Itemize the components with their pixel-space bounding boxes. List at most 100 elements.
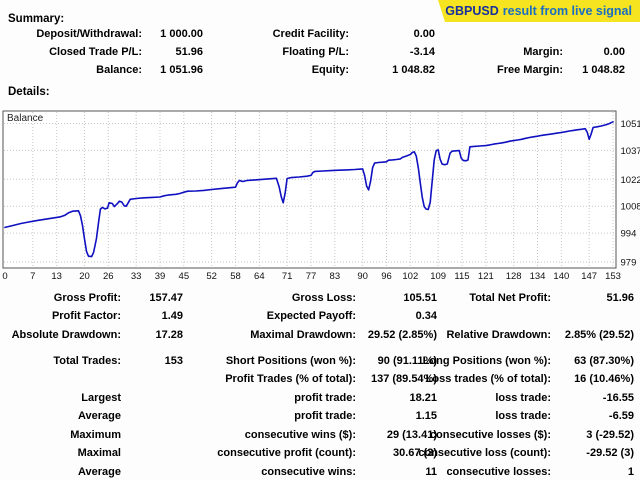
chart-legend-balance: Balance (7, 113, 44, 124)
stat-label: profit trade: (294, 410, 356, 422)
x-axis-tick-label: 52 (206, 271, 217, 282)
stat-label: Relative Drawdown: (446, 329, 551, 341)
summary-value: 51.96 (175, 46, 203, 58)
stat-label: consecutive profit (count): (217, 447, 356, 459)
stat-label: Profit Trades (% of total): (225, 373, 356, 385)
stat-value: 29 (13.41) (386, 429, 437, 441)
x-axis-tick-label: 96 (381, 271, 392, 282)
x-axis-tick-label: 102 (402, 271, 418, 282)
stat-value: 90 (91.11%) (377, 355, 437, 367)
stat-value: 1.15 (415, 410, 437, 422)
stat-value: 51.96 (606, 292, 634, 304)
stat-value: 1.49 (161, 310, 183, 322)
stat-value: 18.21 (409, 392, 437, 404)
x-axis-tick-label: 7 (30, 271, 35, 282)
stat-value: -6.59 (608, 410, 634, 422)
balance-chart: 1051 1037 1022 1008 994 979 0 7 13 20 26 33 39 45 52 58… (2, 110, 640, 282)
x-axis-tick-label: 20 (79, 271, 90, 282)
stat-label: Average (77, 410, 121, 422)
x-axis-tick-label: 115 (454, 271, 469, 282)
stat-label: Profit Factor: (51, 310, 121, 322)
x-axis-tick-label: 90 (357, 271, 368, 282)
badge-symbol-label: GBPUSD (445, 4, 499, 18)
stat-value: 29.52 (2.85%) (367, 329, 437, 341)
x-axis-tick-label: 45 (179, 271, 190, 282)
x-axis-tick-label: 128 (506, 271, 522, 282)
stat-label: Long Positions (won %): (422, 355, 551, 367)
x-axis-tick-label: 83 (330, 271, 341, 282)
summary-value: 1 048.82 (392, 64, 435, 76)
stat-value: 30.67 (3) (392, 447, 437, 459)
stat-label: Maximal Drawdown: (250, 329, 356, 341)
stat-value: 137 (89.54%) (370, 373, 437, 385)
summary-label: Equity: (311, 64, 349, 76)
stat-value: 3 (-29.52) (586, 429, 634, 441)
stat-value: -29.52 (3) (586, 447, 634, 459)
stat-value: 153 (164, 355, 183, 367)
stat-value: 63 (87.30%) (574, 355, 634, 367)
y-axis-tick-label: 1051 (621, 119, 640, 130)
balance-line (4, 120, 614, 258)
summary-label: Margin: (523, 46, 563, 58)
stat-label: consecutive wins ($): (244, 429, 356, 441)
stat-label: consecutive losses ($): (429, 429, 551, 441)
stat-label: consecutive wins: (261, 466, 356, 478)
summary-label: Balance: (96, 64, 142, 76)
x-axis-tick-label: 58 (230, 271, 241, 282)
x-axis-tick-label: 140 (553, 271, 569, 282)
x-axis-tick-label: 147 (581, 271, 597, 282)
x-axis-tick-label: 26 (103, 271, 114, 282)
stat-value: 1 (627, 466, 634, 478)
summary-value: 1 051.96 (160, 64, 203, 76)
stat-label: Absolute Drawdown: (11, 329, 121, 341)
stat-value: -16.55 (602, 392, 634, 404)
stat-label: loss trade: (495, 392, 551, 404)
stat-label: Maximal (77, 447, 121, 459)
y-axis-tick-label: 1022 (621, 175, 640, 186)
y-axis-tick-label: 1008 (621, 202, 640, 213)
stat-label: Expected Payoff: (266, 310, 356, 322)
summary-value: 0.00 (603, 46, 625, 58)
summary-label: Floating P/L: (282, 46, 349, 58)
details-title: Details: (8, 86, 50, 98)
stat-label: Total Net Profit: (469, 292, 551, 304)
stat-value: 0.34 (415, 310, 437, 322)
stat-label: loss trade: (495, 410, 551, 422)
summary-title: Summary: (8, 13, 65, 25)
stat-label: Average (77, 466, 121, 478)
summary-value: -3.14 (409, 46, 435, 58)
summary-label: Closed Trade P/L: (49, 46, 142, 58)
stat-label: Gross Profit: (53, 292, 121, 304)
x-axis-tick-label: 13 (51, 271, 62, 282)
stat-label: Gross Loss: (291, 292, 356, 304)
x-axis-tick-label: 109 (430, 271, 446, 282)
x-axis-tick-label: 121 (478, 271, 494, 282)
badge-text-label: result from live signal (502, 4, 632, 18)
x-axis-tick-label: 39 (155, 271, 166, 282)
x-axis-tick-label: 0 (2, 271, 7, 282)
x-axis-tick-label: 153 (605, 271, 621, 282)
stat-label: Total Trades: (53, 355, 121, 367)
stat-label: consecutive losses: (446, 466, 551, 478)
x-axis-tick-label: 33 (131, 271, 142, 282)
stat-value: 17.28 (155, 329, 183, 341)
summary-label: Deposit/Withdrawal: (36, 28, 142, 40)
stat-value: 105.51 (403, 292, 437, 304)
summary-value: 1 000.00 (160, 28, 203, 40)
stat-value: 2.85% (29.52) (564, 329, 634, 341)
stat-value: 157.47 (149, 292, 183, 304)
x-axis-tick-label: 77 (306, 271, 317, 282)
stat-label: Short Positions (won %): (225, 355, 356, 367)
stat-label: Maximum (70, 429, 121, 441)
x-axis-tick-label: 64 (254, 271, 265, 282)
stat-label: Largest (81, 392, 121, 404)
summary-label: Credit Facility: (272, 28, 349, 40)
summary-label: Free Margin: (496, 64, 563, 76)
y-axis-tick-label: 979 (621, 257, 637, 268)
x-axis-tick-label: 71 (282, 271, 293, 282)
stat-label: profit trade: (294, 392, 356, 404)
summary-value: 0.00 (413, 28, 435, 40)
stat-label: Loss trades (% of total): (425, 373, 551, 385)
y-axis-tick-label: 1037 (621, 146, 640, 157)
